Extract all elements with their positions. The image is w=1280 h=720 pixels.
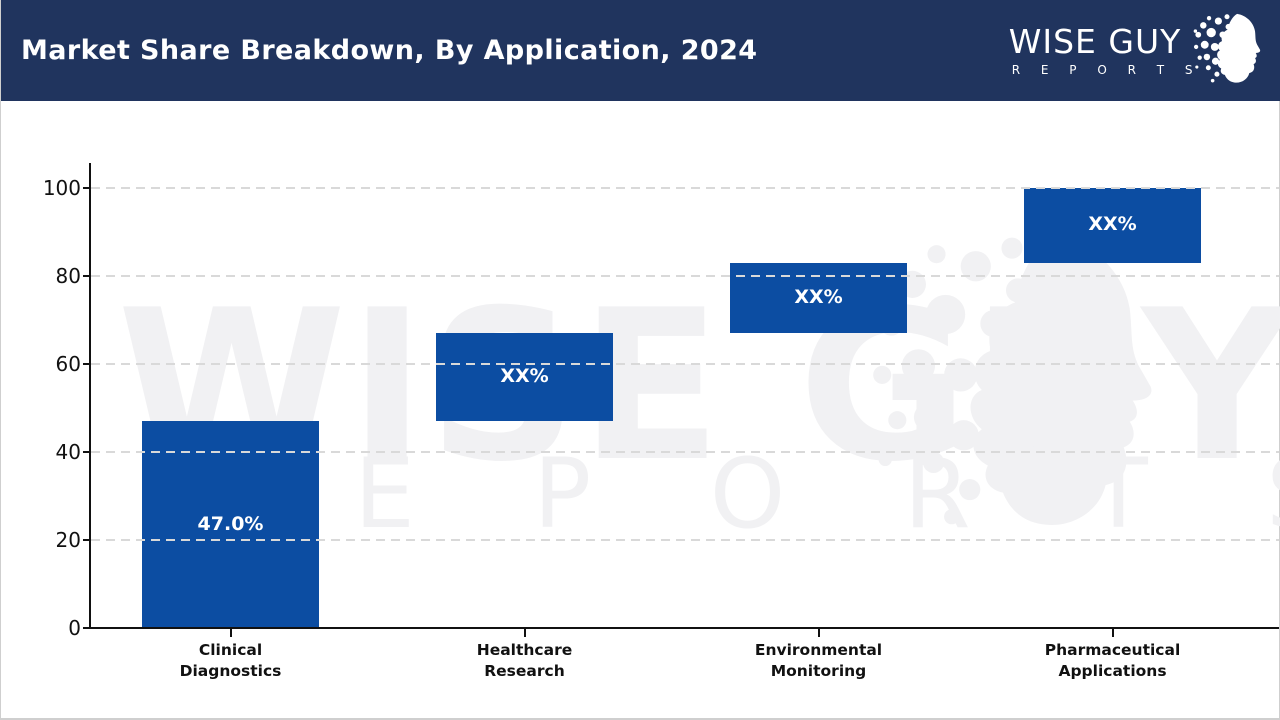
chart-title: Market Share Breakdown, By Application, … [21,35,758,66]
gridline-100 [91,187,1279,189]
gridline-40 [91,451,1279,453]
x-category-label-3-line-1: Applications [1058,662,1167,680]
y-tick-40 [83,451,89,453]
head-of-dots-icon [1193,13,1261,83]
bar-value-label-2: XX% [794,286,843,308]
y-tick-60 [83,363,89,365]
logo-text: WISE GUY R E P O R T S [1009,25,1201,77]
y-tick-label-60: 60 [55,352,81,376]
x-category-label-0-line-0: Clinical [198,641,263,659]
x-tick-1 [523,629,526,637]
x-category-label-1: Healthcare Research [425,640,625,682]
bar-1 [436,333,613,422]
y-tick-label-20: 20 [55,528,81,552]
y-axis-line [89,163,91,629]
y-tick-0 [83,627,89,629]
x-category-label-3-line-0: Pharmaceutical [1044,641,1181,659]
bar-2 [730,262,907,334]
header-bar: Market Share Breakdown, By Application, … [1,0,1280,101]
bar-3 [1024,188,1201,263]
x-tick-0 [229,629,232,637]
gridline-80 [91,275,1279,277]
y-tick-label-0: 0 [68,616,81,640]
wise-guy-logo: WISE GUY R E P O R T S [1009,11,1263,90]
x-category-label-2-line-1: Monitoring [770,662,867,680]
x-tick-3 [1111,629,1114,637]
gridline-20 [91,539,1279,541]
x-category-label-1-line-1: Research [484,662,565,680]
x-axis-line [89,627,1279,629]
x-category-label-0-line-1: Diagnostics [179,662,282,680]
y-tick-label-100: 100 [42,176,81,200]
x-category-label-0: Clinical Diagnostics [131,640,331,682]
bar-value-label-0: 47.0% [197,512,264,535]
y-tick-100 [83,187,89,189]
bar-0 [142,421,319,628]
logo-name-text: WISE GUY [1008,21,1182,61]
logo-sub-text: R E P O R T S [1011,62,1201,77]
y-tick-20 [83,539,89,541]
x-category-label-3: Pharmaceutical Applications [1013,640,1213,682]
x-category-label-2-line-0: Environmental [754,641,883,659]
x-category-label-1-line-0: Healthcare [476,641,573,659]
y-tick-80 [83,275,89,277]
gridline-60 [91,363,1279,365]
x-tick-2 [817,629,820,637]
x-category-label-2: Environmental Monitoring [719,640,919,682]
bar-value-label-3: XX% [1088,213,1137,236]
y-tick-label-40: 40 [55,440,81,464]
y-tick-label-80: 80 [55,264,81,288]
bar-value-label-1: XX% [500,365,549,388]
